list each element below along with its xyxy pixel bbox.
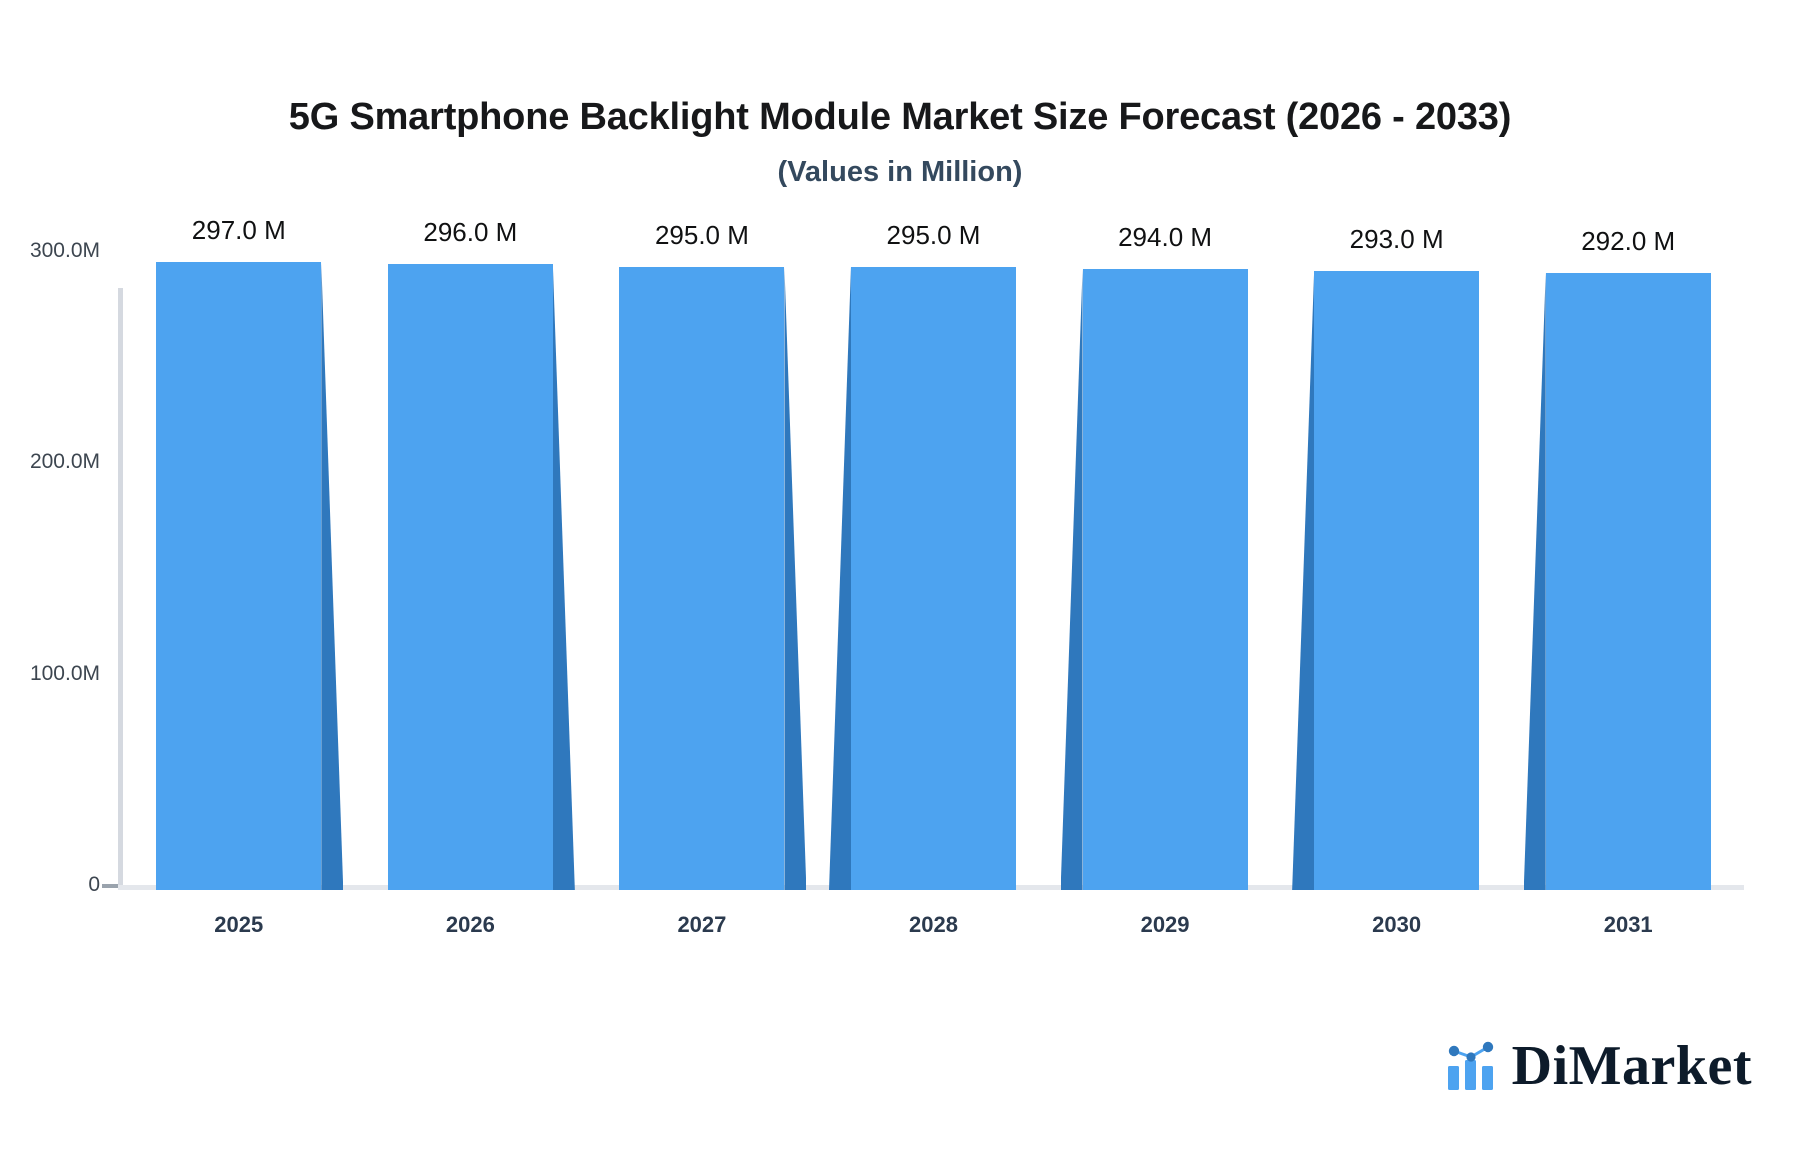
bar-3d-side [1292, 270, 1315, 890]
x-axis-category-label: 2026 [445, 912, 495, 937]
bar-value-label: 297.0 M [191, 215, 286, 246]
bar-3d-side [829, 266, 851, 890]
bar[interactable]: 294.0 M [1060, 222, 1248, 890]
bar-value-label: 295.0 M [654, 219, 749, 250]
bar[interactable]: 296.0 M [387, 217, 575, 890]
bar-face [1314, 270, 1480, 890]
bar-face [851, 266, 1016, 890]
bar[interactable]: 295.0 M [619, 220, 807, 890]
bar-face [619, 266, 785, 890]
brand-logo: DiMarket [1446, 1038, 1752, 1094]
x-axis-category-label: 2028 [909, 912, 958, 937]
bar-face [156, 262, 322, 890]
y-axis-tick-label: 0 [88, 873, 100, 896]
bar-value-label: 294.0 M [1118, 221, 1213, 252]
bar-chart-icon [1447, 1041, 1493, 1090]
y-axis-line [118, 288, 123, 886]
bar-value-label: 296.0 M [423, 217, 518, 248]
bar-face [1082, 268, 1248, 890]
chart-title: 5G Smartphone Backlight Module Market Si… [288, 96, 1512, 138]
y-axis-tick-label: 300.0M [29, 239, 100, 262]
bar[interactable]: 295.0 M [829, 220, 1016, 890]
y-axis-tick-label: 200.0M [29, 450, 100, 474]
bar-value-label: 295.0 M [886, 219, 981, 250]
bar-value-label: 293.0 M [1349, 223, 1444, 254]
bar[interactable]: 297.0 M [156, 215, 344, 890]
y-axis-tick-label: 100.0M [29, 661, 100, 685]
x-axis-category-label: 2027 [677, 912, 727, 937]
x-axis-category-label: 2025 [214, 912, 264, 937]
x-axis-category-label: 2029 [1140, 912, 1190, 937]
bar-face [1545, 272, 1711, 890]
chart-header: 5G Smartphone Backlight Module Market Si… [0, 96, 1800, 189]
bar-3d-side [784, 266, 807, 890]
brand-logo-text: DiMarket [1511, 1035, 1752, 1097]
y-axis-zero-tick [102, 884, 118, 888]
bar-3d-side [1523, 272, 1546, 890]
bar-face [387, 264, 553, 890]
bar-3d-side [321, 262, 344, 890]
bar[interactable]: 292.0 M [1523, 226, 1711, 890]
bar-3d-side [1060, 268, 1083, 890]
bar-3d-side [552, 264, 575, 890]
chart-subtitle: (Values in Million) [777, 155, 1023, 188]
bar-value-label: 292.0 M [1581, 225, 1676, 256]
x-axis-category-label: 2031 [1603, 912, 1653, 937]
x-axis-category-label: 2030 [1372, 912, 1422, 937]
bar[interactable]: 293.0 M [1292, 224, 1480, 890]
